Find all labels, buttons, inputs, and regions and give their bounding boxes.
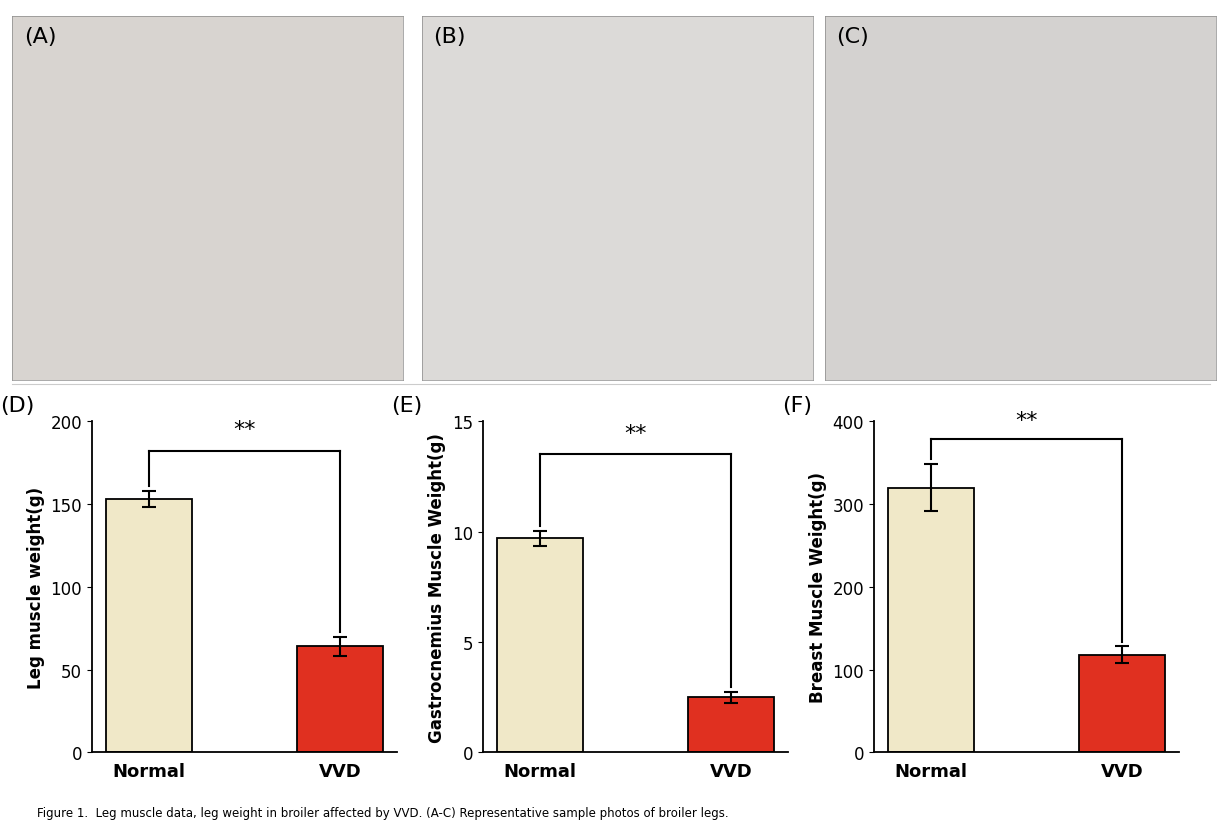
Bar (297, 647, 384, 753)
Text: **: ** (233, 420, 255, 440)
Text: (B): (B) (434, 27, 466, 47)
Text: **: ** (1015, 410, 1037, 430)
Text: (A): (A) (24, 27, 56, 47)
Text: (C): (C) (837, 27, 869, 47)
Bar (1079, 655, 1166, 753)
Y-axis label: Breast Muscle Weight(g): Breast Muscle Weight(g) (809, 472, 827, 702)
Text: (D): (D) (0, 395, 34, 415)
Text: (E): (E) (391, 395, 423, 415)
Bar (105, 500, 192, 753)
Y-axis label: Gastrocnemius Muscle Weight(g): Gastrocnemius Muscle Weight(g) (428, 433, 446, 742)
Bar (496, 538, 583, 753)
Y-axis label: Leg muscle weight(g): Leg muscle weight(g) (27, 486, 45, 688)
Bar (887, 488, 974, 753)
Text: **: ** (624, 423, 646, 443)
Bar (688, 697, 775, 753)
Text: Figure 1.  Leg muscle data, leg weight in broiler affected by VVD. (A-C) Represe: Figure 1. Leg muscle data, leg weight in… (37, 805, 728, 819)
Text: (F): (F) (782, 395, 813, 415)
